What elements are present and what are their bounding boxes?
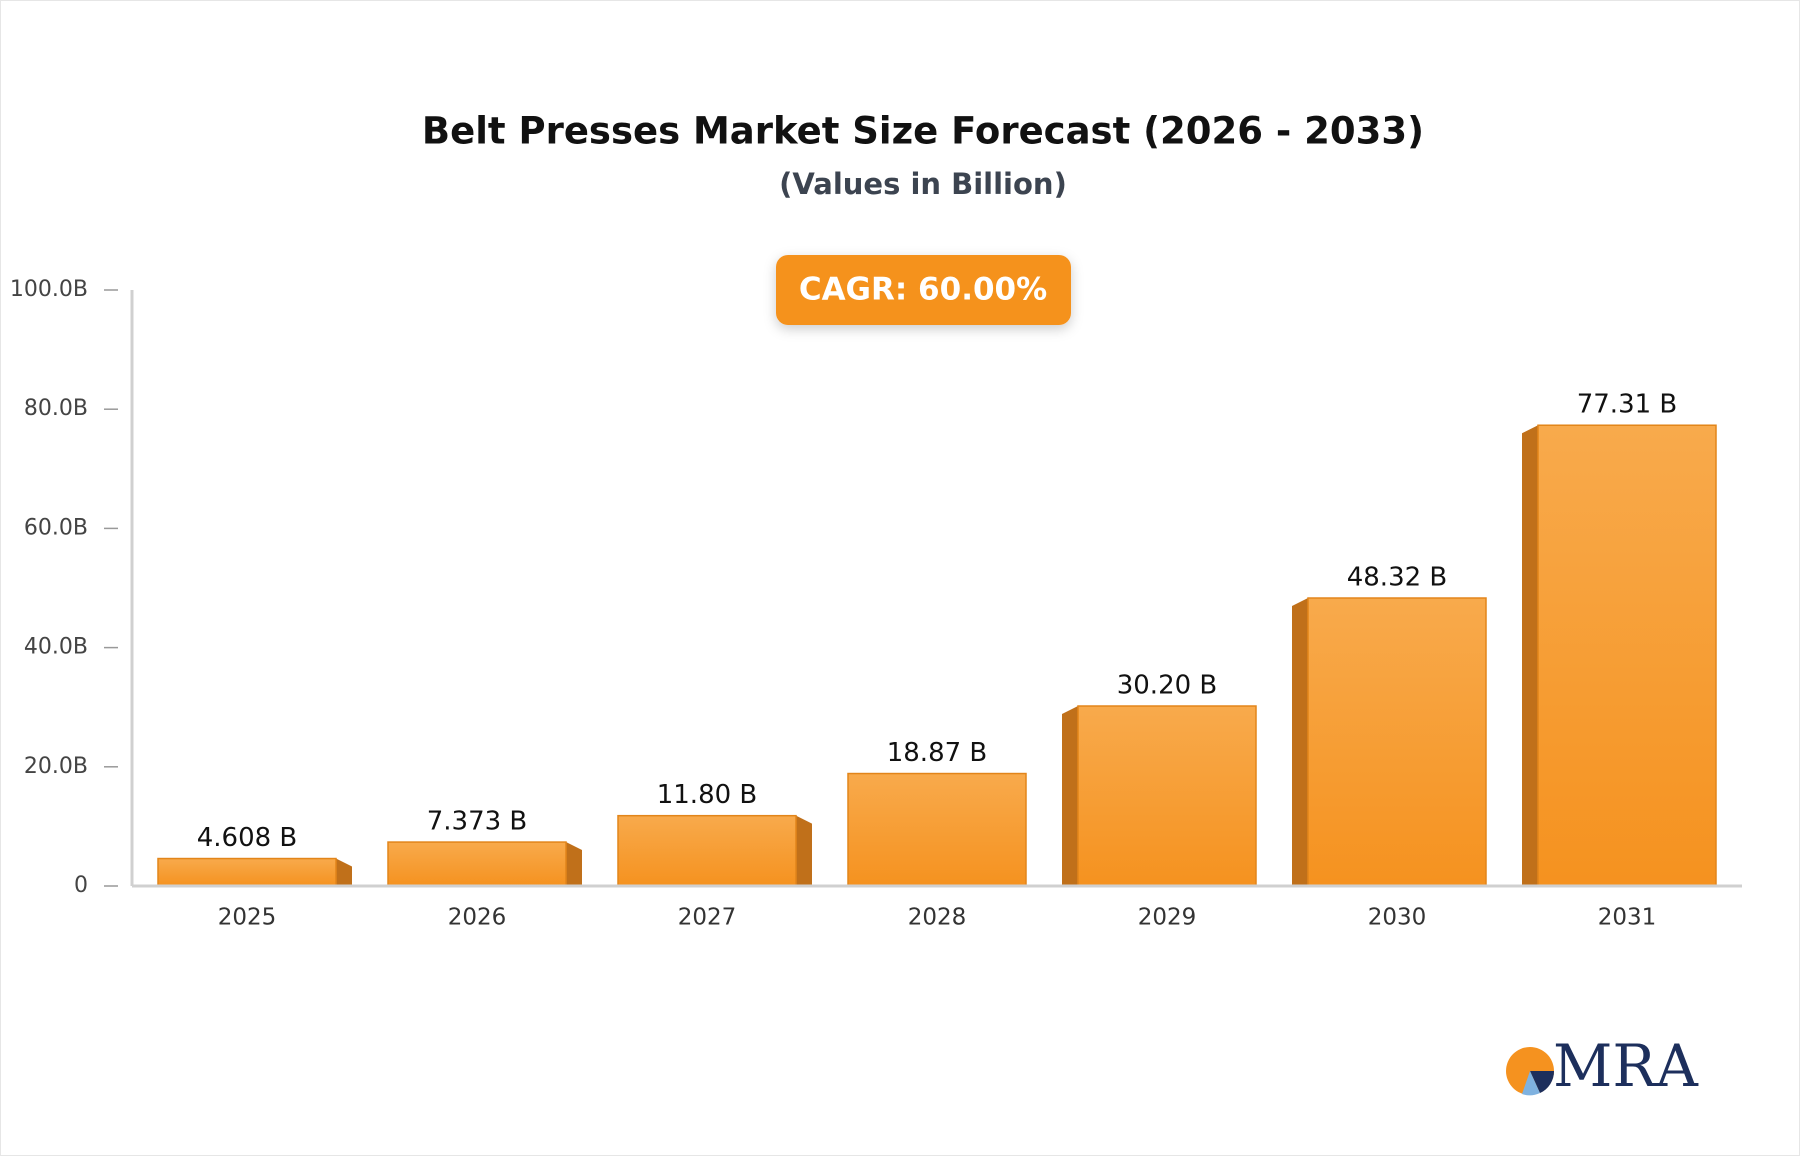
y-tick-label: 100.0B	[10, 277, 88, 302]
bar	[1077, 705, 1257, 887]
bar-side	[796, 815, 812, 886]
bar	[1537, 424, 1717, 887]
x-tick-label: 2029	[1138, 905, 1197, 931]
value-label: 11.80 B	[657, 780, 758, 810]
x-tick-label: 2030	[1368, 905, 1427, 931]
x-tick-label: 2031	[1598, 905, 1657, 931]
bar	[1307, 597, 1487, 887]
bar	[617, 814, 797, 887]
logo-slice	[1522, 1071, 1540, 1096]
bar-side	[566, 842, 582, 886]
y-tick-label: 20.0B	[24, 754, 88, 779]
bar	[847, 772, 1027, 887]
value-label: 48.32 B	[1347, 563, 1448, 593]
chart-subtitle: (Values in Billion)	[779, 167, 1067, 201]
x-tick-label: 2027	[678, 905, 737, 931]
y-tick-label: 0	[74, 873, 88, 898]
x-tick-label: 2026	[448, 905, 507, 931]
x-tick-label: 2025	[218, 905, 277, 931]
logo-text: MRA	[1553, 1032, 1699, 1100]
y-tick-label: 60.0B	[24, 515, 88, 540]
bar	[157, 857, 337, 887]
chart-title: Belt Presses Market Size Forecast (2026 …	[422, 110, 1424, 153]
logo: MRA	[1506, 1032, 1699, 1100]
value-label: 4.608 B	[197, 823, 298, 853]
value-label: 7.373 B	[427, 807, 528, 837]
bar-side	[1522, 425, 1538, 886]
x-tick-label: 2028	[908, 905, 967, 931]
bar-side	[336, 858, 352, 886]
value-label: 30.20 B	[1117, 671, 1218, 701]
y-tick-label: 40.0B	[24, 635, 88, 660]
logo-slice	[1530, 1071, 1555, 1093]
bar-side	[1062, 706, 1078, 886]
bar-side	[1292, 598, 1308, 886]
y-tick-label: 80.0B	[24, 396, 88, 421]
value-label: 18.87 B	[887, 738, 988, 768]
value-label: 77.31 B	[1577, 390, 1678, 420]
cagr-badge	[776, 255, 1071, 325]
bar	[387, 841, 567, 887]
cagr-text: CAGR: 60.00%	[799, 272, 1047, 308]
